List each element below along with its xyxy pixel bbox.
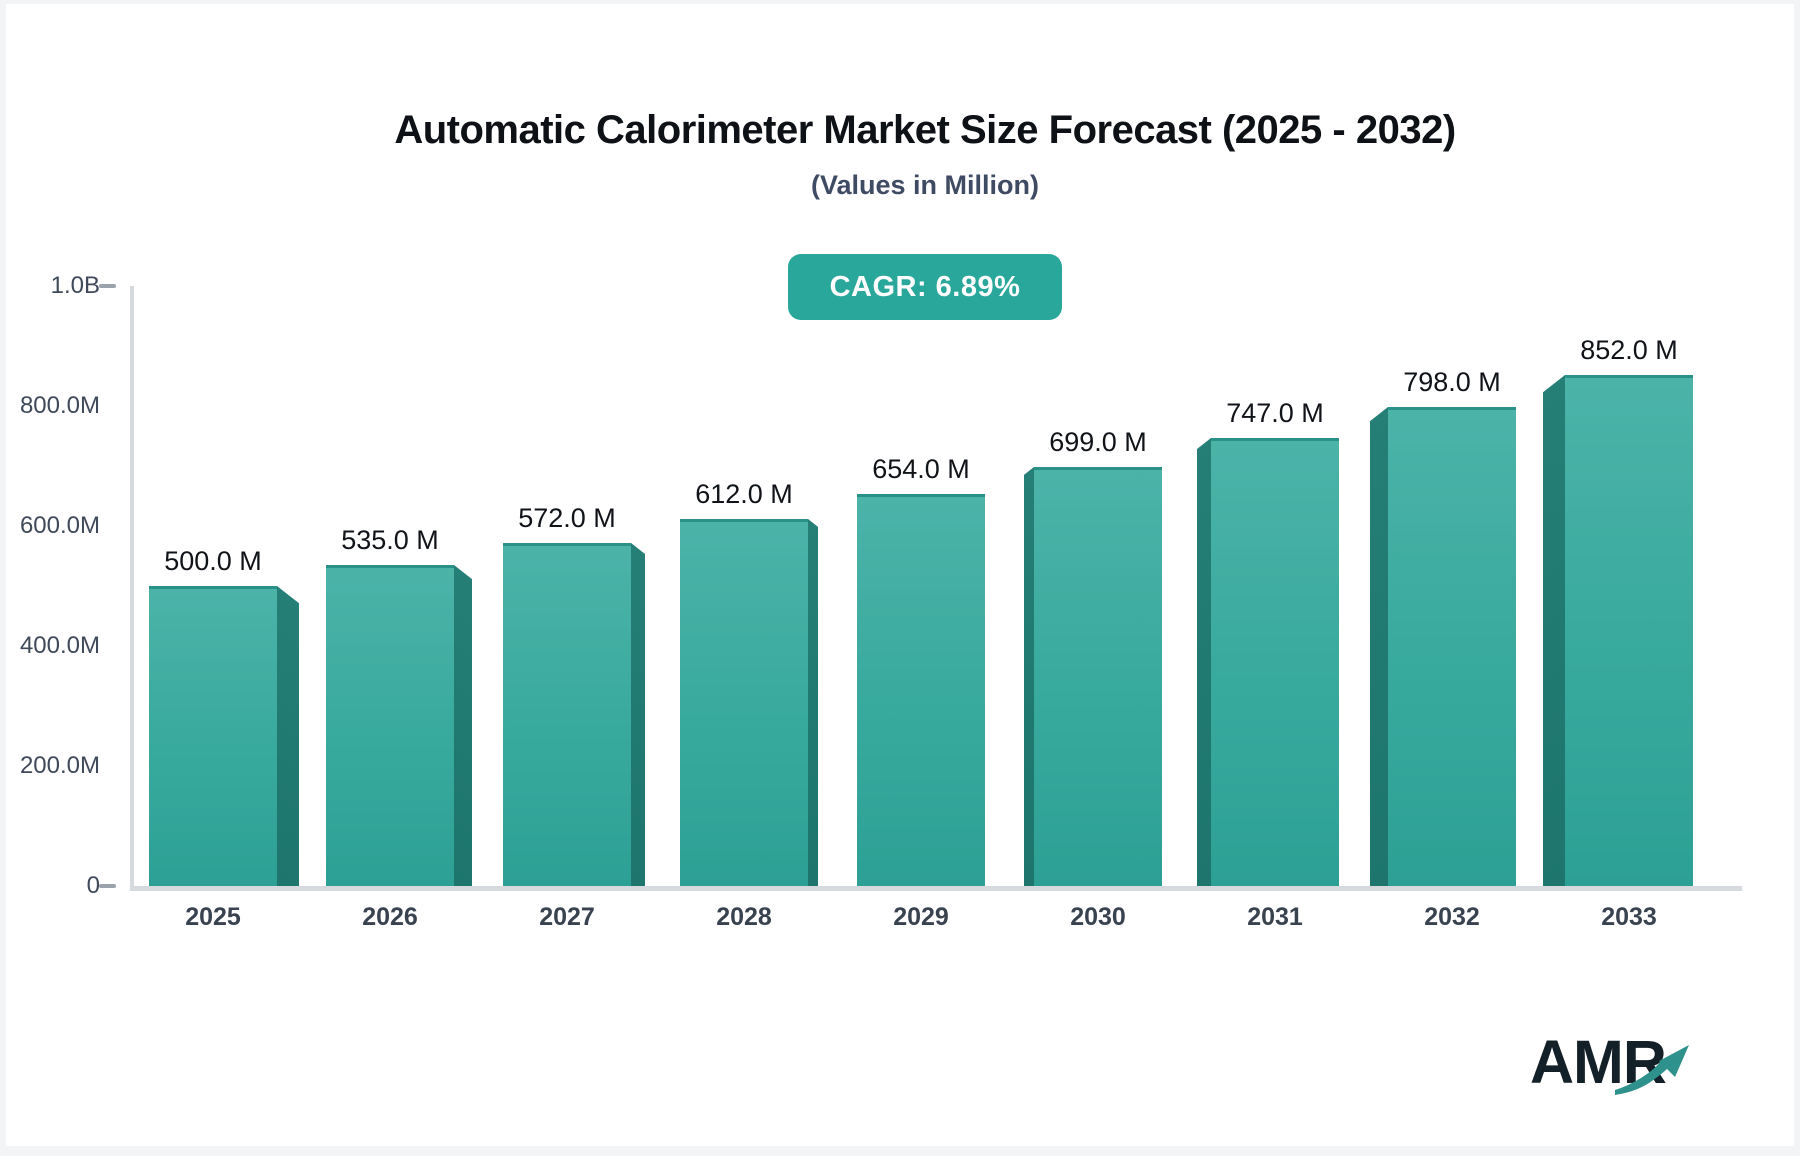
bar-value-label: 852.0 M xyxy=(1580,335,1678,365)
cagr-badge: CAGR: 6.89% xyxy=(788,254,1062,320)
bar-side xyxy=(454,565,472,886)
bar-face xyxy=(1211,438,1339,886)
x-axis-line xyxy=(130,886,1742,891)
bar-value-label: 654.0 M xyxy=(872,454,970,484)
bar-face xyxy=(1388,407,1516,886)
y-axis-label: 200.0M xyxy=(19,752,100,779)
bar-value-label: 535.0 M xyxy=(341,525,439,555)
x-axis-label: 2030 xyxy=(1070,903,1126,931)
bar-side xyxy=(1370,407,1388,886)
x-axis-label: 2033 xyxy=(1601,903,1657,931)
x-axis-label: 2027 xyxy=(539,903,595,931)
bar-side xyxy=(1024,467,1034,886)
bar-value-label: 572.0 M xyxy=(518,503,616,533)
y-axis-line xyxy=(130,286,134,886)
x-axis-label: 2025 xyxy=(185,903,241,931)
bar-side xyxy=(1197,438,1211,886)
bar-side xyxy=(808,519,818,886)
y-axis-label: 0 xyxy=(86,872,100,899)
x-axis-label: 2032 xyxy=(1424,903,1480,931)
y-axis-tick xyxy=(99,284,116,288)
bar-value-label: 612.0 M xyxy=(695,479,793,509)
bar-face xyxy=(149,586,277,886)
x-axis-label: 2029 xyxy=(893,903,949,931)
chart-subtitle: (Values in Million) xyxy=(810,170,1040,200)
logo-growth-arrow-icon xyxy=(1615,1045,1689,1095)
cagr-badge-label: CAGR: 6.89% xyxy=(829,270,1021,303)
bar-side xyxy=(631,543,645,886)
y-axis-label: 1.0B xyxy=(50,272,100,299)
x-axis-label: 2028 xyxy=(716,903,772,931)
bar-face xyxy=(503,543,631,886)
x-axis-label: 2031 xyxy=(1247,903,1303,931)
plot-area: 500.0 M 535.0 M 572.0 M 612.0 M 654.0 M 699.0… xyxy=(149,335,1693,886)
bar-face xyxy=(680,519,808,886)
y-axis-label: 400.0M xyxy=(19,632,100,659)
bar-value-label: 500.0 M xyxy=(164,546,262,576)
y-axis-label: 600.0M xyxy=(19,512,100,539)
bar-side xyxy=(1543,375,1565,886)
bar-face xyxy=(326,565,454,886)
chart-title: Automatic Calorimeter Market Size Foreca… xyxy=(394,108,1456,152)
bar-value-label: 747.0 M xyxy=(1226,398,1324,428)
bar-face xyxy=(1034,467,1162,886)
y-axis-label: 800.0M xyxy=(19,392,100,419)
bar-face xyxy=(857,494,985,886)
y-axis-tick xyxy=(99,884,116,888)
x-axis-label: 2026 xyxy=(362,903,418,931)
bar-value-label: 798.0 M xyxy=(1403,367,1501,397)
bar-value-label: 699.0 M xyxy=(1049,427,1147,457)
bar-face xyxy=(1565,375,1693,886)
bar-side xyxy=(277,586,299,886)
